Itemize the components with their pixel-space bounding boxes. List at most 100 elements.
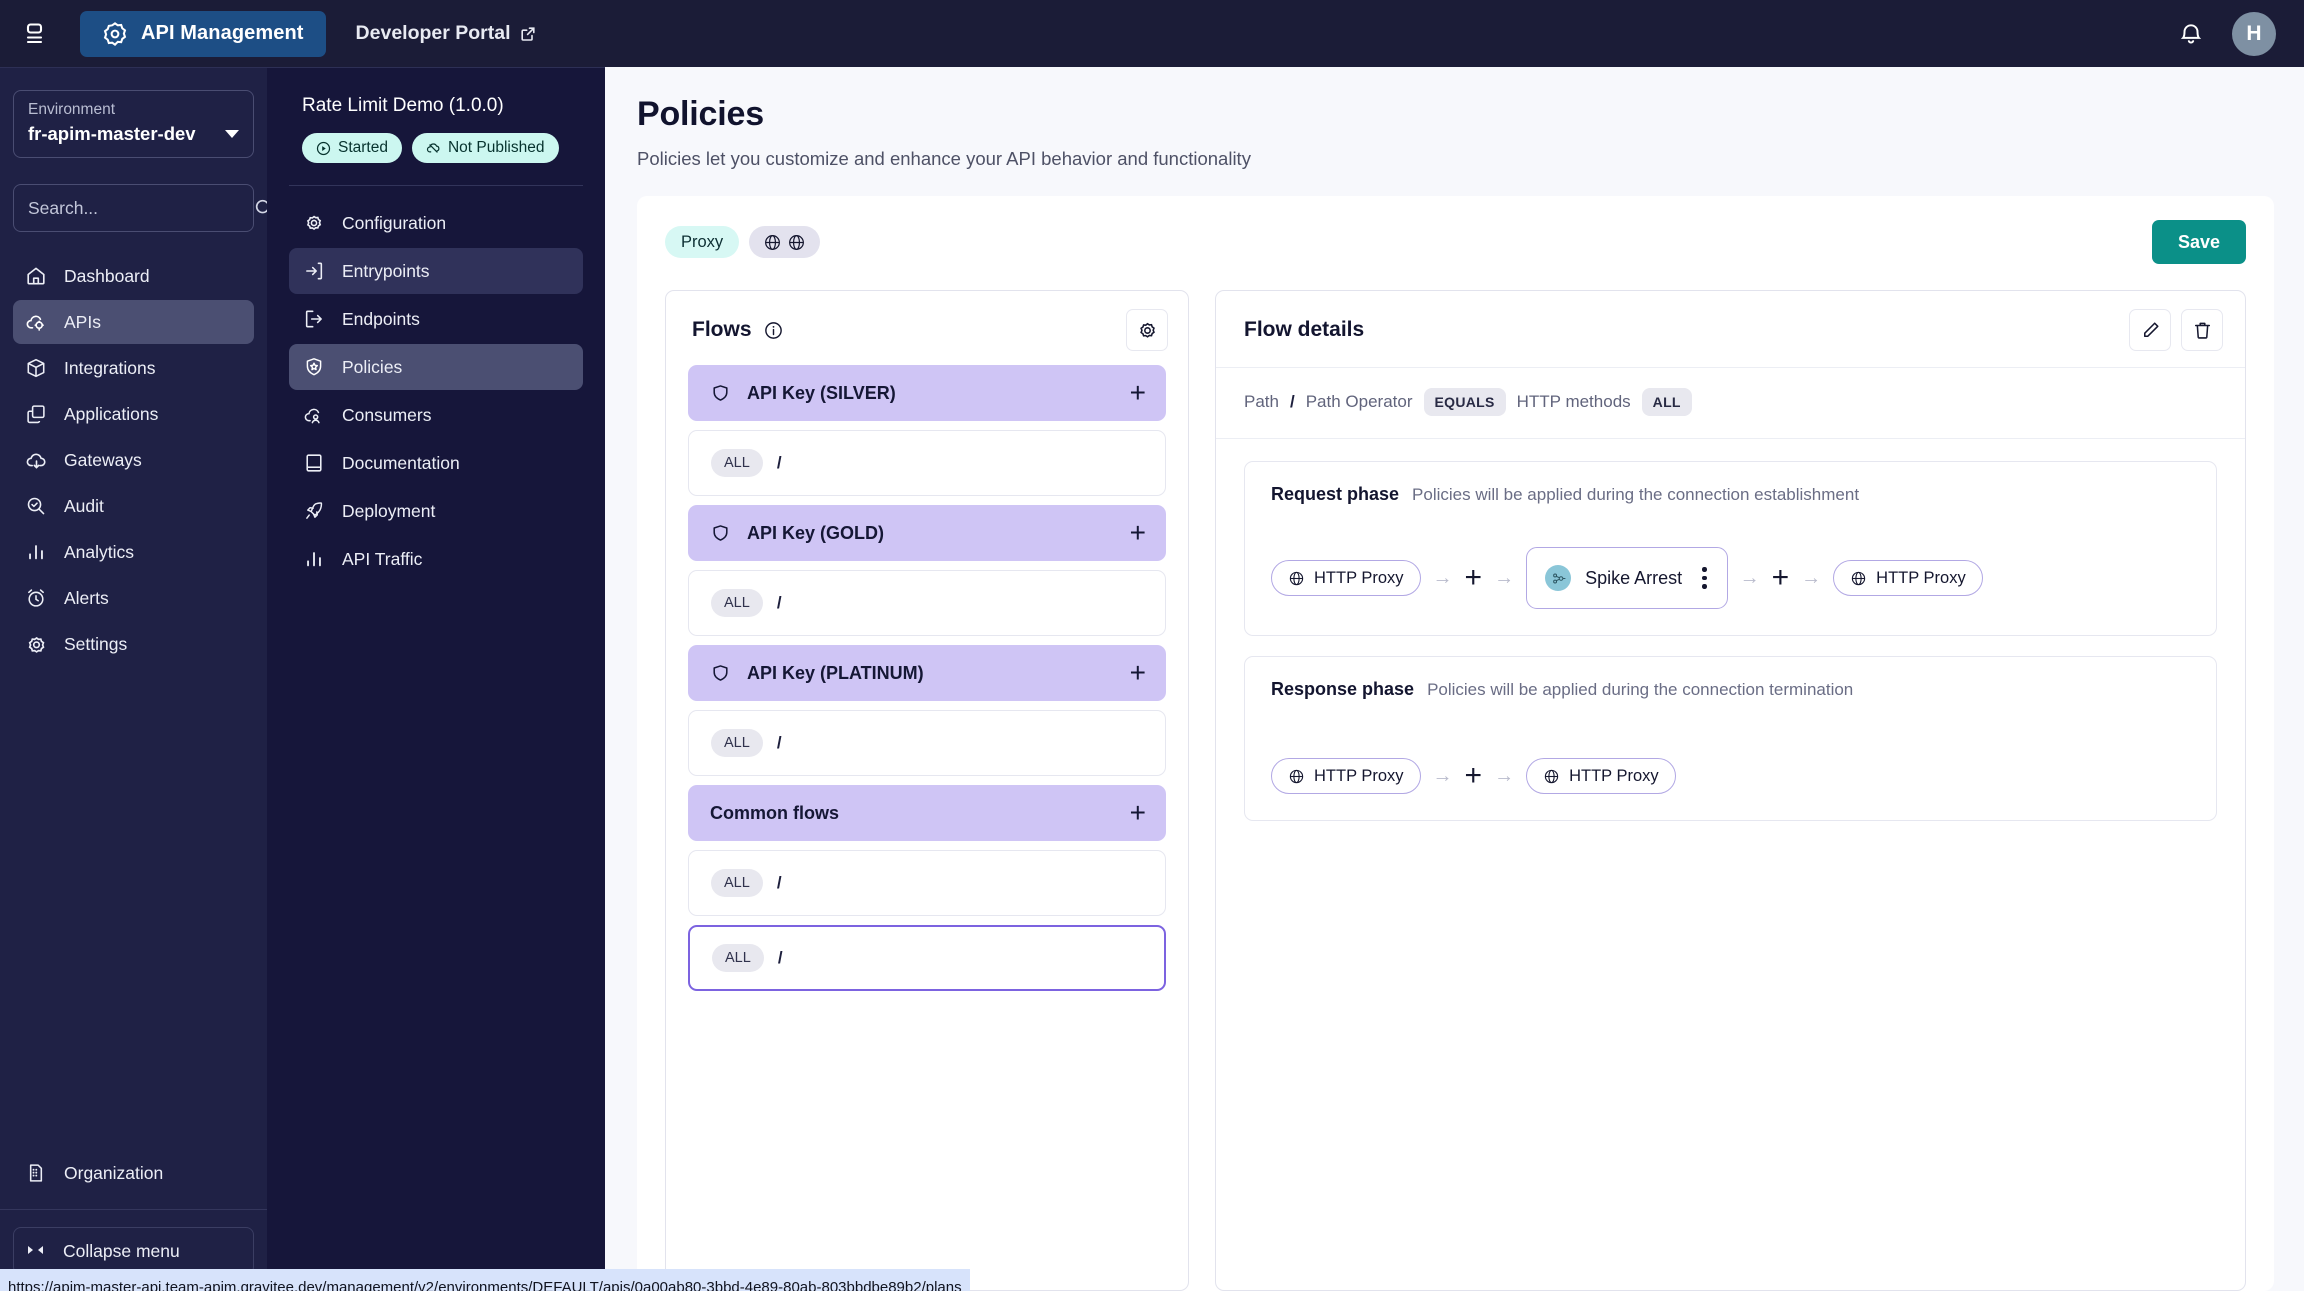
flow-method-badge: ALL (712, 944, 764, 972)
flow-method-badge: ALL (711, 589, 763, 617)
environment-selector[interactable]: Environment fr-apim-master-dev (13, 90, 254, 158)
api-subnav: Rate Limit Demo (1.0.0) Started Not Publ… (267, 67, 605, 1291)
add-policy-button[interactable]: + (1771, 561, 1790, 594)
tag-entrypoint-globes[interactable] (749, 226, 821, 258)
flow-row-selected[interactable]: ALL / (688, 925, 1166, 991)
developer-portal-link[interactable]: Developer Portal (356, 22, 536, 45)
subnav-item-entrypoints[interactable]: Entrypoints (289, 248, 583, 294)
flow-group-header[interactable]: Common flows + (688, 785, 1166, 841)
sidebar-item-label: Analytics (64, 541, 135, 562)
notification-bell-icon[interactable] (2172, 15, 2210, 53)
flow-row[interactable]: ALL / (688, 710, 1166, 776)
sidebar-item-alerts[interactable]: Alerts (13, 576, 254, 620)
sidebar-item-dashboard[interactable]: Dashboard (13, 254, 254, 298)
flow-path: / (776, 873, 782, 892)
flows-settings-button[interactable] (1126, 309, 1168, 351)
page-header: Policies Policies let you customize and … (605, 67, 2304, 170)
subnav-item-consumers[interactable]: Consumers (289, 392, 583, 438)
sidebar-item-integrations[interactable]: Integrations (13, 346, 254, 390)
subnav-item-endpoints[interactable]: Endpoints (289, 296, 583, 342)
save-button[interactable]: Save (2151, 220, 2246, 264)
plus-icon[interactable]: + (1129, 657, 1146, 688)
kebab-menu-icon[interactable] (1696, 563, 1713, 593)
status-bar-link-preview: https://apim-master-api.team-apim.gravit… (0, 1269, 970, 1291)
gear-icon (24, 632, 48, 656)
request-phase-card: Request phase Policies will be applied d… (1244, 461, 2217, 636)
home-icon (24, 264, 48, 288)
edit-flow-button[interactable] (2129, 309, 2171, 351)
subnav-item-documentation[interactable]: Documentation (289, 440, 583, 486)
gear-icon (302, 211, 326, 235)
flow-path: / (776, 593, 782, 612)
policy-node-spike-arrest[interactable]: Spike Arrest (1526, 547, 1728, 609)
add-policy-button[interactable]: + (1464, 561, 1483, 594)
chevron-down-icon (225, 130, 239, 138)
sidebar-item-applications[interactable]: Applications (13, 392, 254, 436)
avatar-initial: H (2246, 21, 2262, 45)
top-bar: API Management Developer Portal H (0, 0, 2304, 67)
flow-row[interactable]: ALL / (688, 570, 1166, 636)
flow-group-header[interactable]: API Key (GOLD) + (688, 505, 1166, 561)
sidebar-item-label: Gateways (64, 449, 142, 470)
delete-flow-button[interactable] (2181, 309, 2223, 351)
collapse-menu-label: Collapse menu (63, 1240, 180, 1261)
chain-endpoint-node[interactable]: HTTP Proxy (1833, 560, 1983, 596)
avatar[interactable]: H (2232, 11, 2276, 56)
trash-icon (2192, 320, 2213, 341)
book-icon (302, 451, 326, 475)
add-policy-button[interactable]: + (1464, 759, 1483, 792)
flows-header: Flows (666, 291, 1188, 365)
collapse-menu-button[interactable]: Collapse menu (13, 1227, 254, 1275)
chain-endpoint-node[interactable]: HTTP Proxy (1271, 560, 1421, 596)
sidebar-item-label: Audit (64, 495, 104, 516)
tab-api-management[interactable]: API Management (80, 10, 326, 57)
sidebar-item-organization[interactable]: Organization (13, 1151, 254, 1195)
hamburger-icon[interactable] (18, 17, 52, 51)
search-box[interactable] (13, 184, 273, 232)
sidebar-item-gateways[interactable]: Gateways (13, 438, 254, 482)
chain-endpoint-node[interactable]: HTTP Proxy (1271, 758, 1421, 794)
sidebar-item-label: Dashboard (64, 265, 150, 286)
rocket-icon (302, 499, 326, 523)
subnav-item-api-traffic[interactable]: API Traffic (289, 536, 583, 582)
plus-icon[interactable]: + (1129, 517, 1146, 548)
search-check-icon (24, 494, 48, 518)
sidebar-item-analytics[interactable]: Analytics (13, 530, 254, 574)
cloud-slash-icon (426, 141, 441, 156)
shield-icon (710, 663, 731, 684)
flow-row[interactable]: ALL / (688, 850, 1166, 916)
flow-group-header[interactable]: API Key (SILVER) + (688, 365, 1166, 421)
subnav-item-deployment[interactable]: Deployment (289, 488, 583, 534)
phase-description: Policies will be applied during the conn… (1427, 680, 1854, 699)
subnav-divider (289, 185, 583, 186)
play-circle-icon (316, 141, 331, 156)
tag-proxy[interactable]: Proxy (665, 226, 740, 258)
arrow-right-icon: → (1739, 566, 1760, 589)
subnav-item-configuration[interactable]: Configuration (289, 200, 583, 246)
search-input[interactable] (28, 197, 253, 219)
alarm-clock-icon (24, 586, 48, 610)
sidebar-item-apis[interactable]: APIs (13, 300, 254, 344)
sidebar-item-settings[interactable]: Settings (13, 622, 254, 666)
flow-row[interactable]: ALL / (688, 430, 1166, 496)
plus-icon[interactable]: + (1129, 797, 1146, 828)
cloud-gear-icon (24, 310, 48, 334)
flow-group-header[interactable]: API Key (PLATINUM) + (688, 645, 1166, 701)
sidebar-item-audit[interactable]: Audit (13, 484, 254, 528)
chain-endpoint-node[interactable]: HTTP Proxy (1526, 758, 1676, 794)
plus-icon[interactable]: + (1129, 377, 1146, 408)
info-circle-icon[interactable] (763, 320, 784, 341)
arrow-right-icon: → (1432, 566, 1453, 589)
flow-method-badge: ALL (711, 449, 763, 477)
developer-portal-label: Developer Portal (355, 22, 511, 44)
arrow-into-box-icon (302, 259, 326, 283)
chain-endpoint-label: HTTP Proxy (1314, 766, 1404, 785)
sidebar-item-label: Integrations (64, 357, 156, 378)
subnav-item-label: Deployment (342, 500, 436, 521)
status-badge-started: Started (302, 133, 402, 163)
sidebar-divider (0, 1209, 267, 1210)
sidebar-item-label: Organization (64, 1162, 164, 1183)
sidebar-item-label: Applications (64, 403, 159, 424)
subnav-item-policies[interactable]: Policies (289, 344, 583, 390)
status-bar-url: https://apim-master-api.team-apim.gravit… (8, 1278, 962, 1291)
